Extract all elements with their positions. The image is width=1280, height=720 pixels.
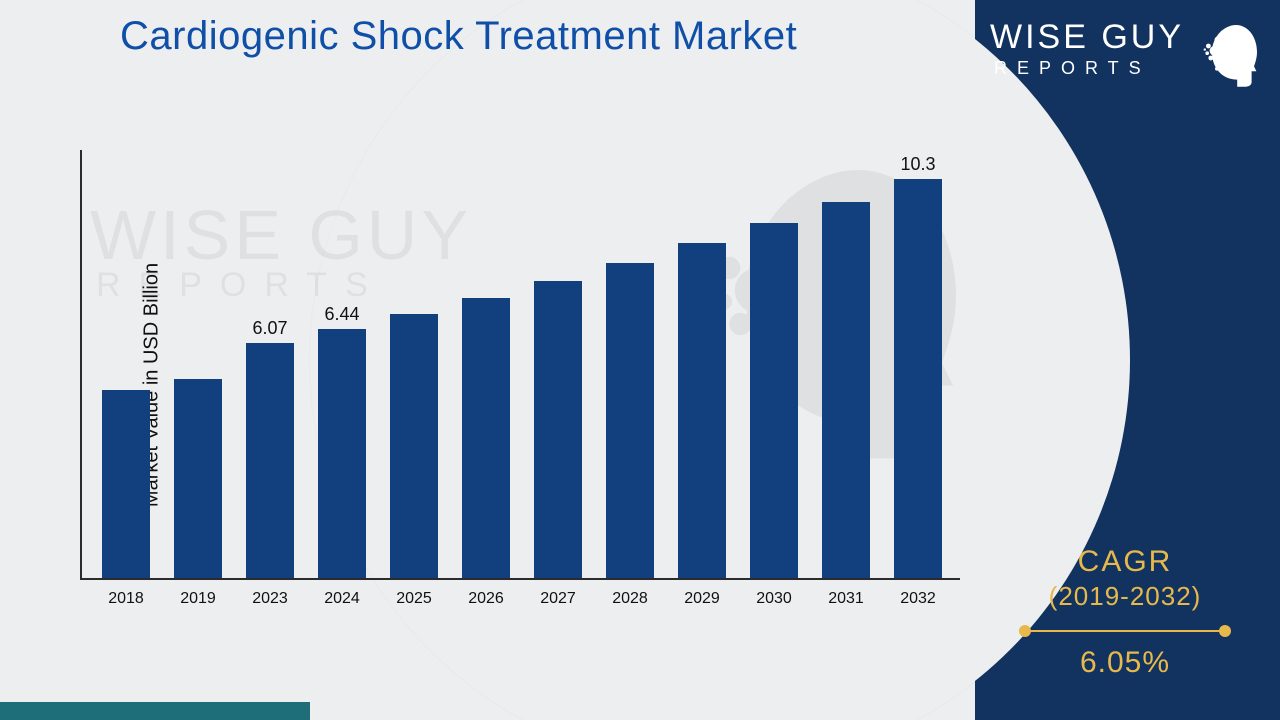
brand-line1: WISE GUY	[990, 20, 1260, 54]
bar-category-label: 2028	[590, 590, 670, 608]
cagr-value: 6.05%	[1000, 646, 1250, 680]
bar-category-label: 2023	[230, 590, 310, 608]
stage: WISE GUY REPORTS Cardiogenic Shock Treat…	[0, 0, 1280, 720]
bar-value-label: 6.07	[230, 318, 310, 339]
bar	[246, 343, 294, 578]
bar	[606, 263, 654, 578]
bar	[534, 281, 582, 578]
bar-category-label: 2026	[446, 590, 526, 608]
bar	[894, 179, 942, 578]
bar-category-label: 2018	[86, 590, 166, 608]
footer-accent-bar	[0, 702, 310, 720]
bar-category-label: 2027	[518, 590, 598, 608]
cagr-period: (2019-2032)	[1000, 581, 1250, 612]
bars-container: 2018201920236.0720246.442025202620272028…	[80, 150, 960, 580]
plot-area: 2018201920236.0720246.442025202620272028…	[80, 150, 960, 580]
bar	[174, 379, 222, 578]
bar	[678, 243, 726, 578]
bar-category-label: 2019	[158, 590, 238, 608]
bar-category-label: 2030	[734, 590, 814, 608]
cagr-label: CAGR	[1000, 545, 1250, 579]
page-title: Cardiogenic Shock Treatment Market	[120, 14, 797, 59]
bar	[390, 314, 438, 579]
bar-category-label: 2029	[662, 590, 742, 608]
bar	[462, 298, 510, 578]
bar-category-label: 2025	[374, 590, 454, 608]
brand-line2: REPORTS	[994, 58, 1260, 79]
cagr-divider	[1025, 630, 1225, 632]
bar-category-label: 2032	[878, 590, 958, 608]
bar	[102, 390, 150, 578]
bar-value-label: 10.3	[878, 154, 958, 175]
bar-category-label: 2031	[806, 590, 886, 608]
bar-category-label: 2024	[302, 590, 382, 608]
bar	[318, 329, 366, 578]
brand-block: WISE GUY REPORTS	[990, 20, 1260, 79]
cagr-block: CAGR (2019-2032) 6.05%	[1000, 545, 1250, 680]
chart-region: Market Value in USD Billion 201820192023…	[60, 150, 960, 620]
bar	[750, 223, 798, 578]
bar	[822, 202, 870, 578]
bar-value-label: 6.44	[302, 304, 382, 325]
